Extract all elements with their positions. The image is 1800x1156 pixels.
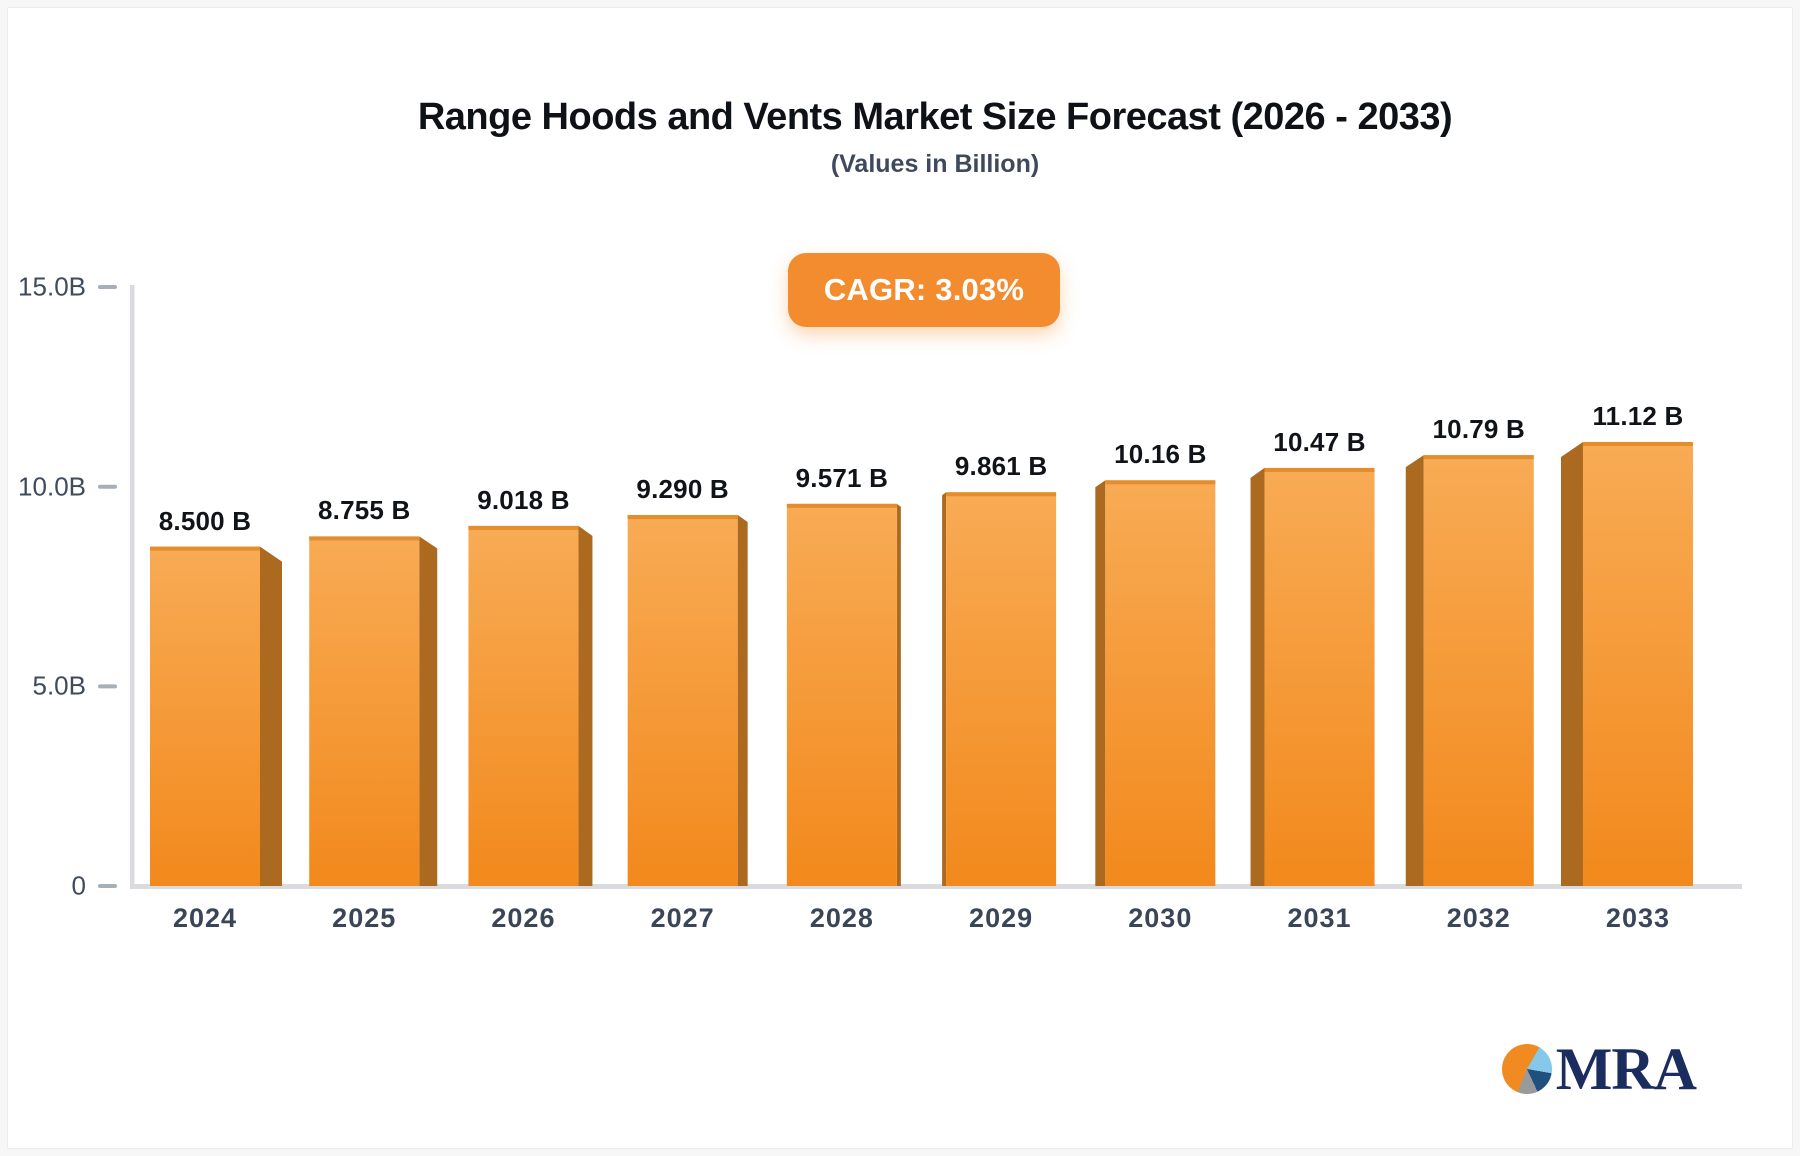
bar-top-edge	[946, 492, 1057, 497]
bar-face	[1423, 455, 1534, 886]
bar-2025[interactable]	[309, 536, 438, 886]
bar-top-edge	[1582, 441, 1693, 446]
mra-logo: MRA	[1501, 1036, 1697, 1102]
bar-2024[interactable]	[150, 546, 282, 886]
mra-logo-pie-icon	[1501, 1044, 1552, 1094]
bar-side-3d	[896, 503, 901, 886]
bar-face	[946, 492, 1057, 886]
bar-face	[309, 536, 420, 886]
x-axis-label: 2026	[491, 903, 556, 933]
value-label: 10.79 B	[1432, 414, 1525, 445]
bar-side-3d	[1560, 441, 1583, 886]
bar-face	[1105, 480, 1216, 886]
y-axis-tick	[98, 285, 117, 290]
x-axis-label: 2025	[332, 903, 397, 933]
bar-side-3d	[578, 525, 593, 886]
x-axis-label: 2031	[1287, 903, 1352, 933]
x-axis-label: 2032	[1446, 903, 1511, 933]
chart-title: Range Hoods and Vents Market Size Foreca…	[417, 96, 1453, 138]
bar-2028[interactable]	[786, 503, 901, 886]
bar-side-3d	[737, 515, 748, 886]
bar-top-edge	[1105, 480, 1216, 485]
bar-side-3d	[260, 546, 282, 886]
bar-face	[1264, 467, 1375, 886]
bar-face	[468, 525, 579, 886]
value-label: 8.500 B	[158, 505, 252, 536]
bar-side-3d	[419, 536, 438, 886]
bar-top-edge	[468, 525, 579, 530]
y-axis-tick	[98, 884, 117, 888]
bar-2029[interactable]	[942, 492, 1057, 886]
bar-face	[627, 515, 738, 886]
bar-side-3d	[1095, 480, 1106, 886]
x-axis-label: 2029	[969, 903, 1034, 933]
y-axis-tick	[98, 684, 117, 689]
bar-2026[interactable]	[468, 525, 593, 886]
bar-face	[1582, 441, 1693, 886]
value-label: 10.16 B	[1114, 439, 1207, 470]
y-axis-tick	[98, 484, 117, 489]
x-axis-label: 2030	[1128, 903, 1193, 933]
value-label: 9.018 B	[477, 484, 570, 515]
bar-2030[interactable]	[1095, 480, 1216, 886]
bar-2027[interactable]	[627, 515, 748, 886]
bar-top-edge	[309, 536, 420, 541]
value-label: 9.290 B	[636, 474, 729, 505]
y-axis-label: 5.0B	[32, 670, 87, 701]
value-label: 11.12 B	[1592, 400, 1684, 431]
bar-2032[interactable]	[1405, 455, 1534, 886]
bar-2031[interactable]	[1250, 467, 1375, 886]
bar-2033[interactable]	[1560, 441, 1693, 886]
y-axis-label: 0	[71, 870, 86, 901]
x-axis-label: 2028	[809, 903, 874, 933]
chart-subtitle: (Values in Billion)	[830, 150, 1040, 178]
cagr-badge-label: CAGR: 3.03%	[823, 272, 1025, 307]
value-label: 9.571 B	[795, 462, 889, 493]
x-axis-label: 2024	[172, 903, 238, 933]
mra-logo-text: MRA	[1555, 1036, 1697, 1102]
bar-side-3d	[942, 492, 947, 886]
y-axis-label: 10.0B	[18, 471, 86, 502]
y-axis-line	[130, 285, 135, 888]
bar-top-edge	[150, 546, 260, 551]
bar-top-edge	[1264, 467, 1375, 472]
value-label: 9.861 B	[954, 451, 1048, 482]
bar-side-3d	[1250, 467, 1265, 886]
value-label: 8.755 B	[317, 495, 411, 526]
bar-side-3d	[1405, 455, 1424, 886]
x-axis-label: 2027	[650, 903, 715, 933]
x-axis-label: 2033	[1605, 903, 1671, 933]
bar-top-edge	[627, 515, 738, 520]
cagr-badge: CAGR: 3.03%	[788, 253, 1060, 327]
bar-top-edge	[786, 503, 897, 508]
bar-face	[786, 503, 897, 886]
x-axis-line	[130, 884, 1742, 889]
y-axis-label: 15.0B	[18, 271, 86, 302]
value-label: 10.47 B	[1273, 426, 1366, 457]
bar-top-edge	[1423, 455, 1534, 460]
bar-face	[150, 546, 260, 886]
